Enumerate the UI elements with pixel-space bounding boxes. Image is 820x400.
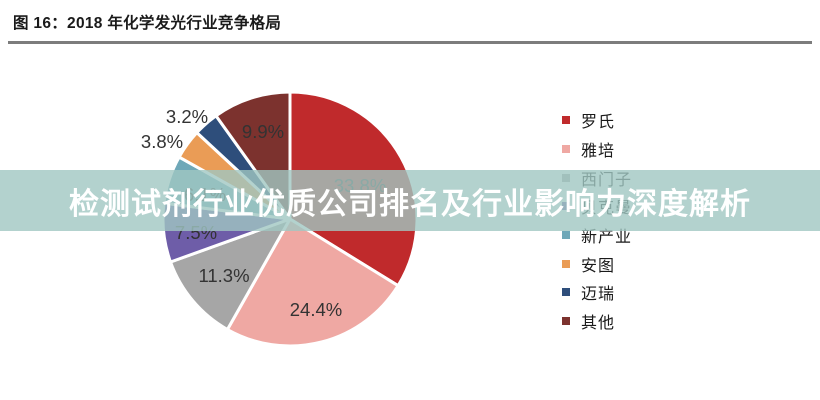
title-divider bbox=[8, 41, 812, 44]
legend-label: 新产业 bbox=[581, 229, 633, 247]
legend-label: 安图 bbox=[581, 257, 616, 275]
legend-marker-icon bbox=[562, 231, 570, 240]
legend-marker-icon bbox=[562, 145, 570, 154]
pie-label-迈瑞: 3.2% bbox=[166, 106, 208, 127]
legend-item-罗氏: 罗氏 bbox=[562, 106, 632, 135]
pie-label-雅培: 24.4% bbox=[290, 299, 342, 320]
legend-marker-icon bbox=[562, 288, 570, 297]
legend-marker-icon bbox=[562, 259, 570, 268]
pie-label-安图: 3.8% bbox=[141, 131, 183, 152]
legend-item-安图: 安图 bbox=[562, 249, 632, 278]
pie-slice-雅培 bbox=[225, 217, 400, 348]
legend-label: 雅培 bbox=[581, 143, 616, 161]
legend-label: 迈瑞 bbox=[581, 286, 616, 304]
legend-label: 罗氏 bbox=[581, 114, 616, 132]
overlay-banner: 检测试剂行业优质公司排名及行业影响力深度解析 bbox=[0, 170, 820, 231]
pie-slice-西门子 bbox=[169, 217, 292, 332]
legend-item-新产业: 新产业 bbox=[562, 221, 632, 250]
legend-item-雅培: 雅培 bbox=[562, 135, 632, 164]
legend-label: 其他 bbox=[581, 315, 616, 333]
overlay-banner-text: 检测试剂行业优质公司排名及行业影响力深度解析 bbox=[69, 187, 751, 221]
legend-marker-icon bbox=[562, 116, 570, 125]
figure-title: 图 16：2018 年化学发光行业竞争格局 bbox=[13, 15, 282, 32]
legend-item-迈瑞: 迈瑞 bbox=[562, 278, 632, 307]
legend-marker-icon bbox=[562, 317, 570, 326]
pie-label-其他: 9.9% bbox=[242, 121, 284, 142]
legend-item-其他: 其他 bbox=[562, 307, 632, 336]
pie-label-西门子: 11.3% bbox=[198, 265, 249, 286]
